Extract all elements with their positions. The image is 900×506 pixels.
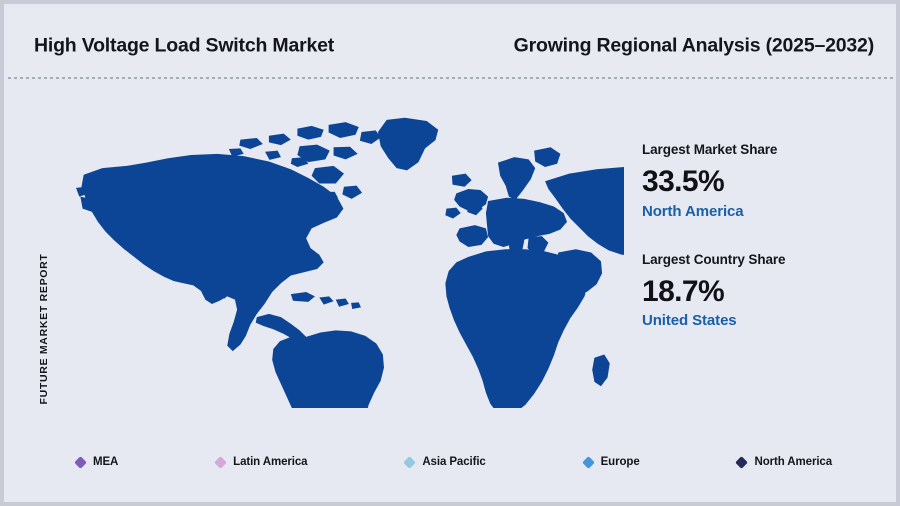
stat-largest-country-share: Largest Country Share 18.7% United State… bbox=[642, 252, 882, 330]
stat-label: Largest Market Share bbox=[642, 142, 778, 157]
stat-label: Largest Country Share bbox=[642, 251, 786, 267]
stat-region: United States bbox=[642, 312, 737, 329]
brand-vertical-text: FUTURE MARKET REPORT bbox=[38, 253, 50, 405]
brand-vertical-label: FUTURE MARKET REPORT bbox=[34, 234, 54, 424]
map-legend: MEA Latin America Asia Pacific Europe North … bbox=[74, 448, 832, 476]
world-map bbox=[76, 108, 624, 408]
page-title: High Voltage Load Switch Market bbox=[34, 34, 335, 57]
legend-item-label: Latin America bbox=[233, 456, 308, 468]
stats-panel: Largest Market Share 33.5% North America… bbox=[642, 142, 882, 329]
legend-marker-icon bbox=[74, 455, 87, 469]
legend-item-label: Asia Pacific bbox=[422, 456, 486, 468]
legend-item[interactable]: Latin America bbox=[214, 455, 308, 469]
map-land-layer bbox=[76, 117, 624, 408]
legend-item[interactable]: MEA bbox=[74, 455, 119, 469]
stat-value: 18.7% bbox=[642, 274, 725, 308]
world-map-svg bbox=[76, 117, 624, 408]
legend-marker-icon bbox=[214, 455, 228, 469]
stat-region: North America bbox=[642, 202, 744, 220]
legend-marker-icon bbox=[403, 455, 417, 469]
legend-marker-icon bbox=[735, 455, 749, 469]
header-subtitle: Growing Regional Analysis (2025–2032) bbox=[513, 34, 875, 57]
legend-item-label: North America bbox=[754, 456, 832, 468]
header-bar: High Voltage Load Switch Market Growing … bbox=[8, 8, 896, 78]
header-divider bbox=[8, 77, 896, 79]
legend-item[interactable]: North America bbox=[735, 455, 832, 469]
legend-item[interactable]: Europe bbox=[581, 455, 640, 469]
legend-item-label: MEA bbox=[93, 456, 119, 468]
legend-item-label: Europe bbox=[600, 456, 640, 468]
stat-value: 33.5% bbox=[642, 165, 725, 198]
stat-largest-market-share: Largest Market Share 33.5% North America bbox=[642, 142, 882, 220]
legend-marker-icon bbox=[581, 455, 595, 469]
legend-item[interactable]: Asia Pacific bbox=[403, 455, 486, 469]
